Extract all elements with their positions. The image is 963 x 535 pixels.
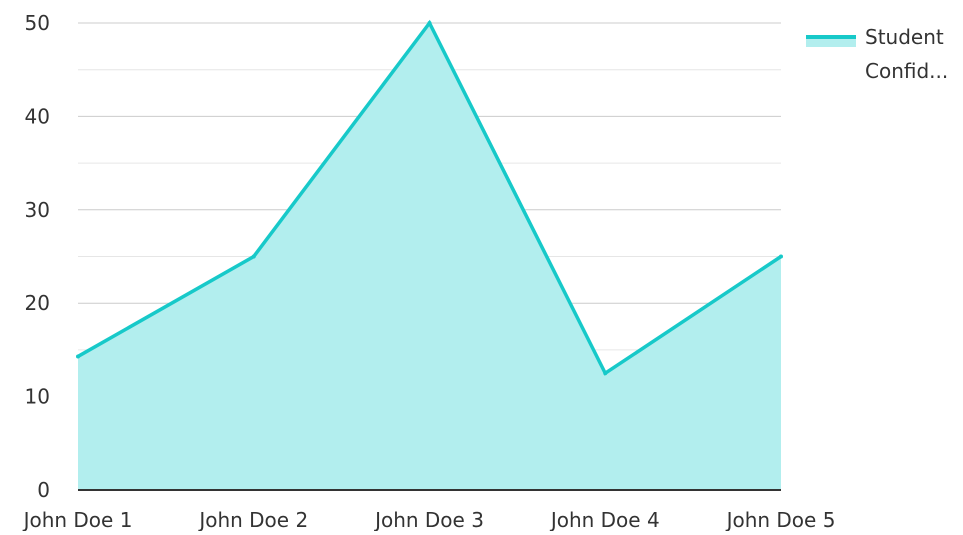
y-tick-label: 40: [25, 104, 50, 128]
legend-label-line-1: Student: [865, 25, 944, 49]
y-tick-label: 50: [25, 11, 50, 35]
area-series: [76, 19, 783, 490]
x-tick-label: John Doe 3: [373, 508, 484, 531]
y-tick-label: 0: [37, 478, 50, 502]
data-point[interactable]: [779, 254, 783, 259]
y-axis-tick-labels: 0 10 20 30 40 50: [25, 11, 50, 502]
legend-swatch: [806, 36, 856, 47]
x-axis-tick-labels: John Doe 1 John Doe 2 John Doe 3 John Doe 4…: [22, 508, 836, 532]
data-point[interactable]: [603, 371, 608, 376]
legend-label-line-2: Confid...: [865, 59, 948, 83]
x-tick-label: John Doe 2: [197, 508, 308, 531]
y-tick-label: 20: [25, 291, 50, 315]
x-tick-label: John Doe 5: [725, 508, 836, 531]
x-tick-label: John Doe 1: [22, 508, 133, 531]
data-point[interactable]: [76, 354, 80, 359]
data-point[interactable]: [427, 21, 432, 25]
x-tick-label: John Doe 4: [549, 508, 660, 531]
data-point[interactable]: [251, 254, 256, 259]
y-tick-label: 10: [25, 385, 50, 409]
y-tick-label: 30: [25, 198, 50, 222]
legend[interactable]: Student Confid...: [806, 25, 948, 83]
